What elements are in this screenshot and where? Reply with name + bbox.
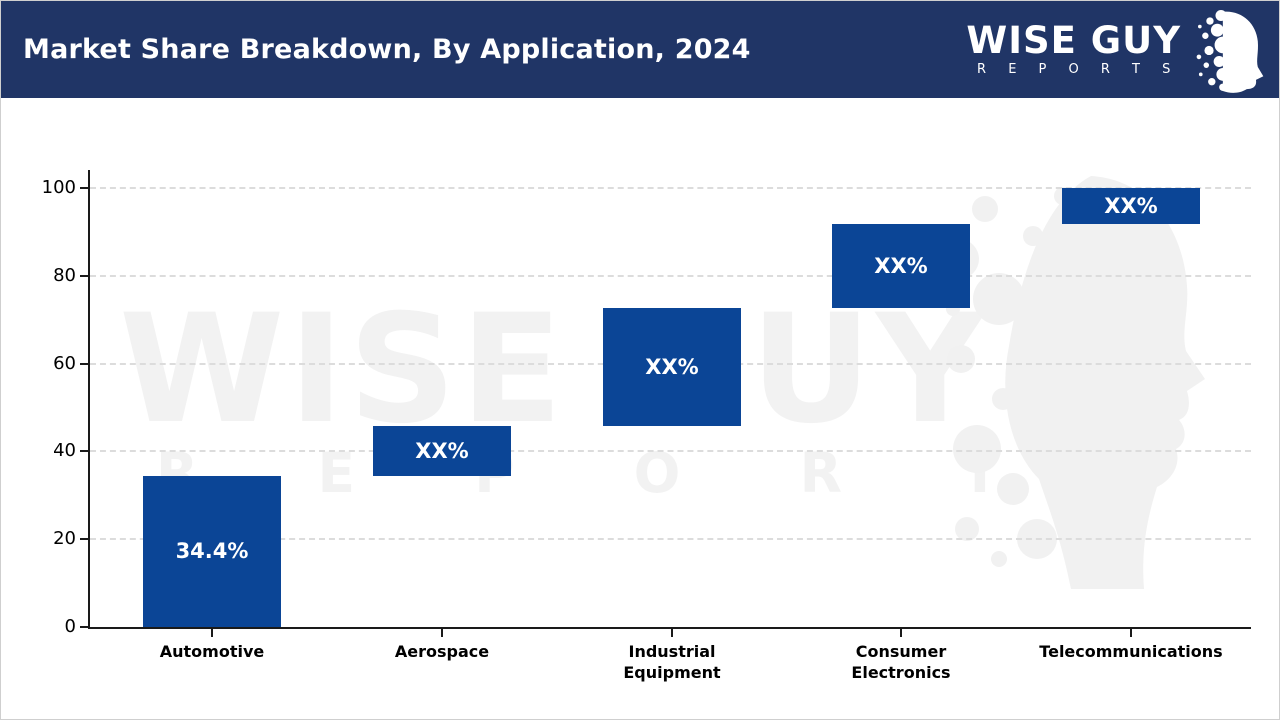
bar-aerospace: XX% bbox=[373, 425, 511, 476]
y-tick-label-20: 20 bbox=[53, 528, 76, 550]
y-tick-label-100: 100 bbox=[41, 177, 76, 198]
x-tickmark-4 bbox=[900, 629, 902, 637]
x-tickmark-5 bbox=[1130, 629, 1132, 637]
y-tickmark-100 bbox=[80, 187, 88, 189]
logo-head-icon bbox=[1196, 9, 1264, 93]
gridline-80 bbox=[90, 274, 1251, 277]
y-tick-label-80: 80 bbox=[53, 264, 76, 286]
wiseguy-logo: WISE GUY R E P O R T S bbox=[966, 6, 1279, 94]
x-tickmark-2 bbox=[441, 629, 443, 637]
logo-text: WISE GUY R E P O R T S bbox=[966, 22, 1181, 77]
x-axis-line bbox=[88, 627, 1251, 629]
page-title: Market Share Breakdown, By Application, … bbox=[23, 34, 751, 65]
watermark-subtitle: R E P O R T S bbox=[156, 441, 1208, 505]
category-label-5: Telecommunications bbox=[1039, 642, 1223, 661]
bar-value-label: XX% bbox=[874, 253, 928, 278]
gridline-60 bbox=[90, 362, 1251, 365]
bar-value-label: 34.4% bbox=[175, 539, 249, 564]
bar-value-label: XX% bbox=[1104, 193, 1158, 218]
y-tick-label-0: 0 bbox=[64, 616, 76, 637]
x-tickmark-3 bbox=[671, 629, 673, 637]
bar-consumer-electronics: XX% bbox=[832, 223, 970, 308]
x-tickmark-1 bbox=[211, 629, 213, 637]
category-label-4: Consumer Electronics bbox=[851, 642, 951, 682]
y-tick-label-40: 40 bbox=[53, 440, 76, 462]
bar-value-label: XX% bbox=[645, 354, 699, 379]
y-tickmark-0 bbox=[80, 626, 88, 628]
y-tickmark-80 bbox=[80, 274, 88, 277]
gridline-40 bbox=[90, 450, 1251, 453]
header: Market Share Breakdown, By Application, … bbox=[1, 1, 1279, 98]
bar-automotive: 34.4% bbox=[143, 475, 281, 627]
y-tickmark-20 bbox=[80, 538, 88, 541]
watermark-wordmark: WISE GUY bbox=[119, 283, 989, 457]
category-label-2: Aerospace bbox=[394, 642, 490, 661]
y-tickmark-40 bbox=[80, 450, 88, 453]
bar-value-label: XX% bbox=[415, 438, 469, 463]
bar-industrial-equipment: XX% bbox=[603, 307, 741, 426]
y-tickmark-60 bbox=[80, 362, 88, 365]
y-tick-label-60: 60 bbox=[53, 352, 76, 374]
category-label-3: Industrial Equipment bbox=[623, 642, 721, 682]
logo-subtitle: R E P O R T S bbox=[977, 62, 1180, 77]
gridline-20 bbox=[90, 538, 1251, 541]
bar-telecommunications: XX% bbox=[1062, 188, 1200, 224]
y-axis-line bbox=[88, 170, 90, 629]
watermark-head-icon bbox=[941, 176, 1205, 589]
category-label-1: Automotive bbox=[159, 642, 265, 661]
gridline-100 bbox=[90, 187, 1251, 189]
logo-wordmark: WISE GUY bbox=[966, 19, 1181, 62]
